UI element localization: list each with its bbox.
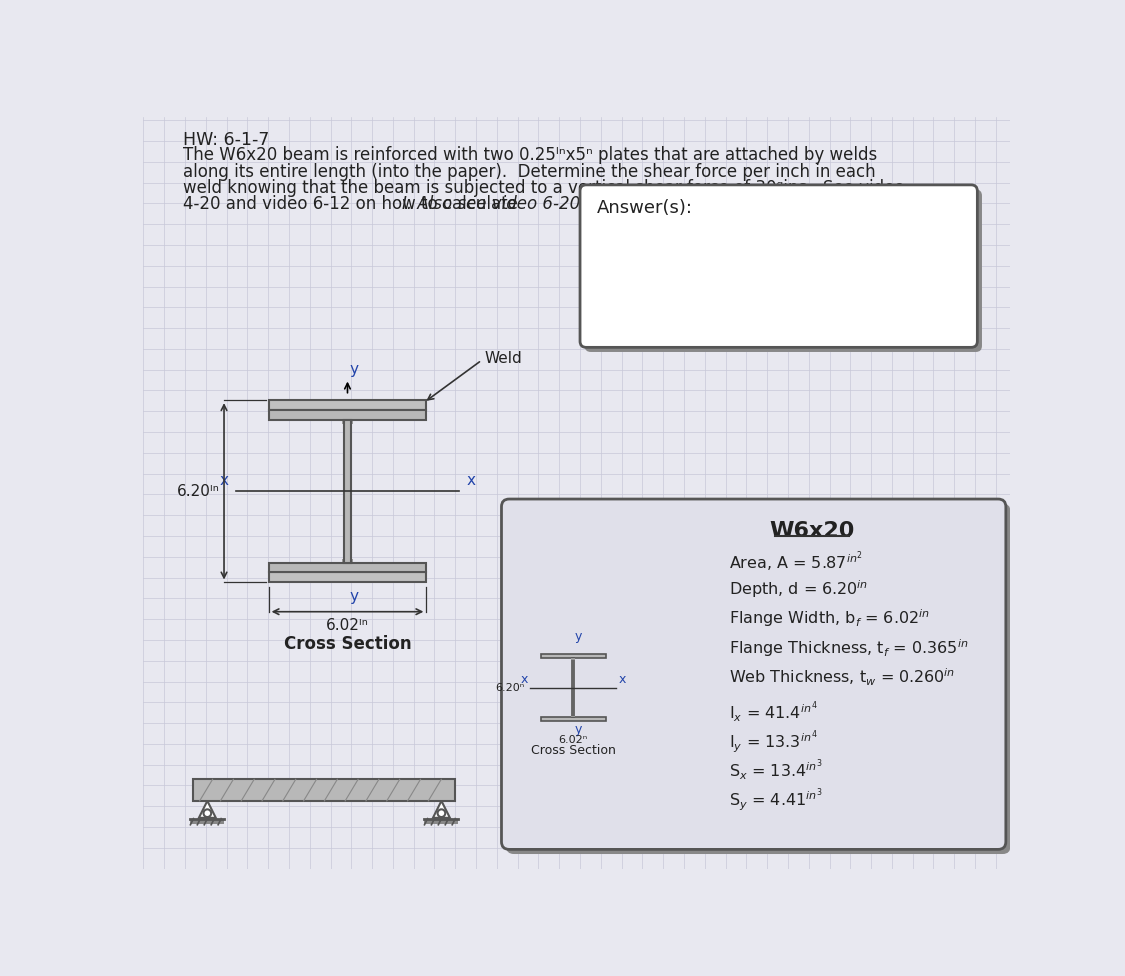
Bar	[572, 658, 575, 717]
Text: Answer(s):: Answer(s):	[597, 199, 693, 217]
Text: 6.02ᴵⁿ: 6.02ᴵⁿ	[326, 618, 369, 632]
Text: x: x	[467, 473, 476, 488]
Text: The W6x20 beam is reinforced with two 0.25ᴵⁿx5ⁿ plates that are attached by weld: The W6x20 beam is reinforced with two 0.…	[183, 146, 878, 164]
Circle shape	[204, 809, 212, 817]
Bar	[344, 420, 351, 563]
Text: y: y	[575, 723, 582, 737]
FancyBboxPatch shape	[580, 184, 978, 347]
Text: 6.02ⁿ: 6.02ⁿ	[558, 735, 587, 745]
Text: Web Thickness, t$_{w}$ = 0.260$^{in}$: Web Thickness, t$_{w}$ = 0.260$^{in}$	[729, 667, 955, 687]
Text: Cross Section: Cross Section	[284, 634, 412, 653]
Text: x: x	[619, 673, 626, 686]
Text: x: x	[219, 473, 228, 488]
Text: 6.20ᴵⁿ: 6.20ᴵⁿ	[178, 484, 220, 499]
Bar	[269, 563, 426, 573]
Bar	[269, 410, 426, 420]
Polygon shape	[199, 801, 216, 818]
FancyBboxPatch shape	[585, 189, 982, 352]
Bar	[193, 779, 456, 801]
Bar	[342, 420, 352, 424]
Text: Weld: Weld	[485, 351, 522, 366]
FancyBboxPatch shape	[506, 504, 1010, 854]
Bar	[342, 559, 352, 563]
Text: I$_{y}$ = 13.3$^{in^{4}}$: I$_{y}$ = 13.3$^{in^{4}}$	[729, 728, 818, 756]
Text: I. Also see video 6-20.: I. Also see video 6-20.	[402, 195, 586, 213]
Circle shape	[438, 809, 446, 817]
Text: 4-20 and video 6-12 on how to calculate: 4-20 and video 6-12 on how to calculate	[183, 195, 523, 213]
Text: HW: 6-1-7: HW: 6-1-7	[183, 131, 270, 149]
Bar	[572, 715, 575, 717]
Text: S$_{x}$ = 13.4$^{in^{3}}$: S$_{x}$ = 13.4$^{in^{3}}$	[729, 757, 824, 784]
Text: y: y	[350, 589, 359, 603]
Text: 6.20ⁿ: 6.20ⁿ	[495, 682, 524, 693]
Bar	[190, 820, 224, 824]
Bar	[269, 400, 426, 410]
Text: x: x	[520, 673, 528, 686]
Text: Area, A = 5.87$^{in^{2}}$: Area, A = 5.87$^{in^{2}}$	[729, 549, 863, 574]
Bar	[541, 654, 605, 658]
Bar	[424, 820, 458, 824]
Polygon shape	[433, 801, 450, 818]
Bar	[269, 573, 426, 583]
Text: along its entire length (into the paper).  Determine the shear force per inch in: along its entire length (into the paper)…	[183, 163, 876, 181]
Text: Cross Section: Cross Section	[531, 745, 615, 757]
Text: Depth, d = 6.20$^{in}$: Depth, d = 6.20$^{in}$	[729, 579, 868, 600]
Text: S$_{y}$ = 4.41$^{in^{3}}$: S$_{y}$ = 4.41$^{in^{3}}$	[729, 787, 824, 814]
Text: y: y	[575, 630, 582, 643]
Text: y: y	[350, 362, 359, 377]
FancyBboxPatch shape	[502, 499, 1006, 849]
Bar	[572, 658, 575, 660]
Text: Flange Width, b$_{f}$ = 6.02$^{in}$: Flange Width, b$_{f}$ = 6.02$^{in}$	[729, 608, 930, 630]
Text: Flange Thickness, t$_{f}$ = 0.365$^{in}$: Flange Thickness, t$_{f}$ = 0.365$^{in}$	[729, 637, 969, 659]
Text: W6x20: W6x20	[770, 520, 855, 541]
Text: I$_{x}$ = 41.4$^{in^{4}}$: I$_{x}$ = 41.4$^{in^{4}}$	[729, 699, 818, 725]
Bar	[541, 717, 605, 721]
Text: weld knowing that the beam is subjected to a vertical shear force of 30ᵍips.  Se: weld knowing that the beam is subjected …	[183, 179, 904, 197]
